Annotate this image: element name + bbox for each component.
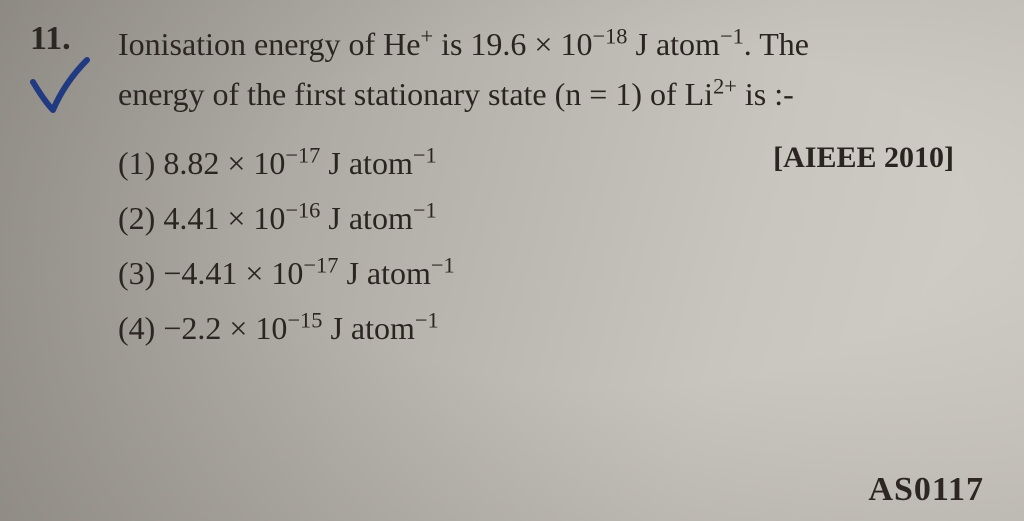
qtext-sup: −18 [592, 23, 627, 48]
option-exp: −15 [287, 307, 322, 332]
options-block: [AIEEE 2010] (1) 8.82 × 10−17 J atom−1 (… [118, 137, 994, 354]
list-item: (4) −2.2 × 10−15 J atom−1 [118, 302, 994, 355]
qtext-part: J atom [628, 26, 720, 62]
qtext-part: is :- [737, 76, 794, 112]
option-label: (4) [118, 310, 163, 346]
qtext-part: energy of the first stationary state (n … [118, 76, 713, 112]
option-exp: −17 [303, 252, 338, 277]
question-number-block: 11. [30, 20, 100, 58]
qtext-part: Ionisation energy of He [118, 26, 420, 62]
qtext-sup: + [420, 23, 433, 48]
option-label: (1) [118, 145, 163, 181]
question-row: 11. Ionisation energy of He+ is 19.6 × 1… [30, 20, 994, 356]
option-value: −2.2 × 10 [163, 310, 287, 346]
option-exp: −17 [285, 143, 320, 168]
option-label: (3) [118, 255, 163, 291]
option-unit-exp: −1 [413, 143, 437, 168]
exam-tag: [AIEEE 2010] [773, 141, 954, 175]
question-body: Ionisation energy of He+ is 19.6 × 10−18… [118, 20, 994, 356]
option-value: 8.82 × 10 [163, 145, 285, 181]
option-unit: J atom [322, 310, 414, 346]
qtext-part: is 19.6 × 10 [433, 26, 592, 62]
option-unit-exp: −1 [413, 197, 437, 222]
qtext-sup: 2+ [713, 73, 737, 98]
paper-code: AS0117 [868, 471, 984, 509]
list-item: (2) 4.41 × 10−16 J atom−1 [118, 192, 994, 245]
option-value: −4.41 × 10 [163, 255, 303, 291]
option-unit-exp: −1 [415, 307, 439, 332]
option-unit: J atom [320, 200, 412, 236]
qtext-part: . The [744, 26, 809, 62]
list-item: (3) −4.41 × 10−17 J atom−1 [118, 247, 994, 300]
option-value: 4.41 × 10 [163, 200, 285, 236]
checkmark-icon [25, 52, 95, 122]
question-text: Ionisation energy of He+ is 19.6 × 10−18… [118, 20, 994, 119]
qtext-sup: −1 [720, 23, 744, 48]
question-page: 11. Ionisation energy of He+ is 19.6 × 1… [0, 0, 1024, 521]
option-unit: J atom [320, 145, 412, 181]
option-unit-exp: −1 [431, 252, 455, 277]
option-unit: J atom [338, 255, 430, 291]
option-exp: −16 [285, 197, 320, 222]
option-label: (2) [118, 200, 163, 236]
